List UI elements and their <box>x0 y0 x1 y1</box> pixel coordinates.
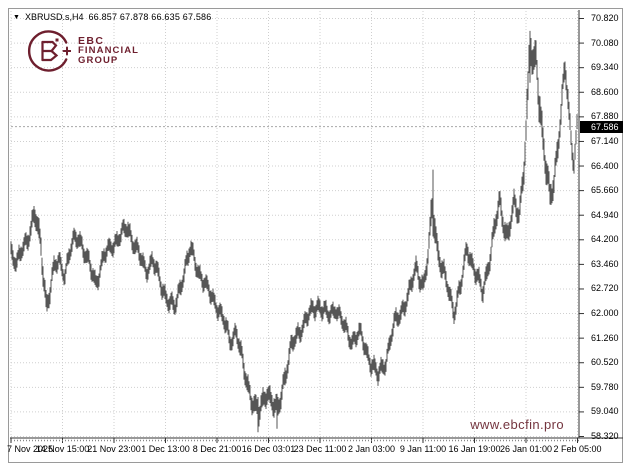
time-tick-label: 7 Nov 2025 <box>7 444 54 454</box>
time-tick-label: 9 Jan 11:00 <box>399 444 447 454</box>
price-tick-label: 64.200 <box>591 234 619 245</box>
price-tick-label: 68.600 <box>591 86 619 97</box>
time-tick-label: 16 Dec 03:01 <box>241 444 296 454</box>
oneclick-trading-arrow-icon[interactable]: ▼ <box>13 13 20 21</box>
price-tick-label: 65.660 <box>591 185 619 196</box>
time-tick-label: 2 Feb 05:00 <box>553 444 602 454</box>
price-tick-label: 64.940 <box>591 209 619 220</box>
logo-text: EBC FINANCIAL GROUP <box>78 36 139 66</box>
price-tick-label: 59.780 <box>591 381 619 392</box>
time-tick-label: 16 Jan 19:00 <box>448 444 501 454</box>
price-tick-label: 61.260 <box>591 332 619 343</box>
time-tick-label: 1 Dec 13:00 <box>141 444 190 454</box>
logo-line-3: GROUP <box>78 55 119 66</box>
symbol-period-label: XBRUSD.s,H4 <box>24 12 84 22</box>
price-tick-label: 67.880 <box>591 111 619 122</box>
price-tick-label: 70.820 <box>591 13 619 23</box>
time-tick-label: 21 Nov 23:00 <box>87 444 141 454</box>
price-tick-label: 67.140 <box>591 135 619 146</box>
price-tick-label: 69.340 <box>591 62 619 73</box>
time-tick-label: 8 Dec 21:00 <box>192 444 242 454</box>
logo-line-1: EBC <box>78 35 105 47</box>
time-tick-label: 23 Dec 11:00 <box>293 444 347 454</box>
chart-window: ▼ XBRUSD.s,H4 66.857 67.878 66.635 67.58… <box>7 8 624 464</box>
price-axis[interactable]: 67.586 70.820 70.080 69.340 68.600 67.880 67.… <box>579 9 624 441</box>
time-tick-label: 26 Jan 01:00 <box>499 444 553 454</box>
logo-line-2: FINANCIAL <box>78 45 140 56</box>
watermark-url: www.ebcfin.pro <box>470 417 564 432</box>
current-price-badge: 67.586 <box>580 120 623 133</box>
ohlc-values: 66.857 67.878 66.635 67.586 <box>88 12 212 22</box>
time-axis[interactable]: 7 Nov 2025 14 Nov 15:00 21 Nov 23:00 1 Dec … <box>7 438 624 463</box>
price-tick-label: 63.460 <box>591 258 619 269</box>
symbol-header: ▼ XBRUSD.s,H4 66.857 67.878 66.635 67.58… <box>13 12 211 22</box>
time-tick-label: 14 Nov 15:00 <box>35 444 90 454</box>
price-tick-label: 70.080 <box>591 37 619 48</box>
price-tick-label: 60.520 <box>591 357 619 368</box>
ebc-emblem-icon <box>28 30 71 72</box>
price-tick-label: 62.000 <box>591 308 619 319</box>
time-tick-label: 2 Jan 03:00 <box>347 444 396 454</box>
price-tick-label: 66.400 <box>591 160 619 171</box>
broker-logo: EBC FINANCIAL GROUP <box>27 29 139 73</box>
price-tick-label: 58.320 <box>591 431 619 441</box>
price-tick-label: 62.720 <box>591 283 619 294</box>
price-tick-label: 59.040 <box>591 406 619 417</box>
chart-plot-area[interactable] <box>9 9 624 464</box>
